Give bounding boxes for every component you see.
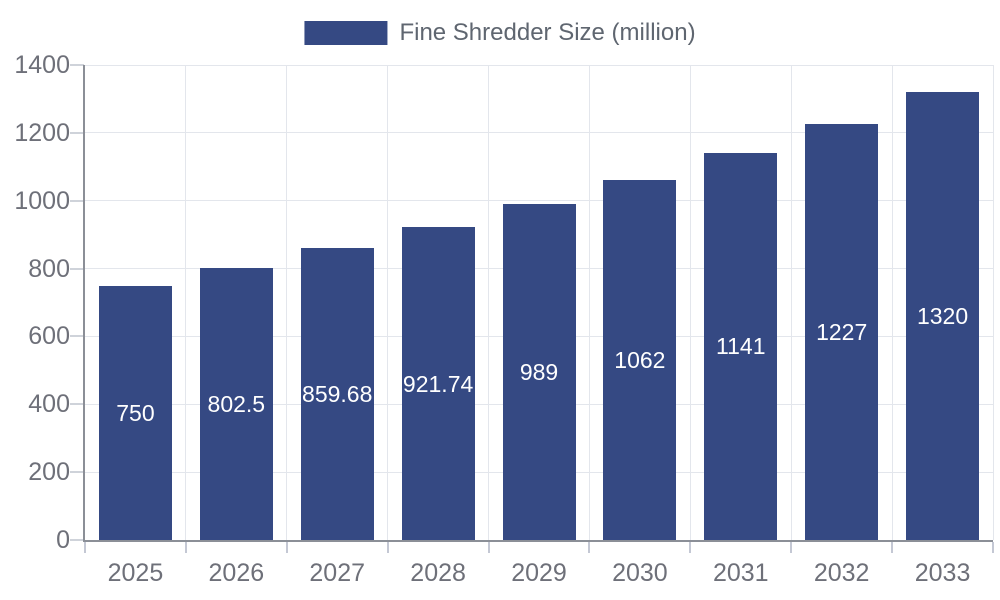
x-axis-tick bbox=[689, 542, 692, 553]
bar-2030[interactable] bbox=[603, 179, 677, 540]
gridline bbox=[85, 132, 993, 134]
bar-value-label: 921.74 bbox=[402, 370, 474, 397]
x-axis-tick bbox=[891, 542, 894, 553]
x-axis-tick-label: 2031 bbox=[712, 559, 769, 587]
bar-2025[interactable] bbox=[98, 285, 172, 540]
gridline bbox=[588, 65, 590, 540]
y-axis-tick bbox=[70, 64, 84, 66]
gridline bbox=[185, 65, 187, 540]
y-axis-tick-label: 1200 bbox=[14, 118, 70, 147]
bar-2032[interactable] bbox=[805, 123, 879, 540]
x-axis-tick bbox=[386, 542, 389, 553]
bar-value-label: 859.68 bbox=[302, 381, 373, 408]
bar-value-label: 1320 bbox=[916, 303, 969, 330]
bar-2029[interactable] bbox=[502, 204, 576, 540]
bar-value-label: 1141 bbox=[716, 333, 766, 360]
gridline bbox=[891, 65, 893, 540]
x-axis-tick-label: 2027 bbox=[309, 559, 366, 587]
x-axis-tick bbox=[285, 542, 288, 553]
legend-swatch-icon bbox=[304, 21, 388, 45]
x-axis-tick-label: 2029 bbox=[511, 559, 567, 587]
gridline bbox=[790, 65, 792, 540]
bar-value-label: 1062 bbox=[614, 346, 666, 373]
bar-2033[interactable] bbox=[906, 92, 980, 540]
gridline bbox=[85, 64, 993, 66]
bar-2027[interactable] bbox=[300, 248, 374, 540]
y-axis-tick-label: 0 bbox=[56, 526, 70, 554]
x-axis-tick bbox=[992, 542, 994, 553]
legend[interactable]: Fine Shredder Size (million) bbox=[304, 19, 696, 46]
bar-value-label: 1227 bbox=[816, 318, 868, 345]
y-axis-tick bbox=[70, 131, 84, 134]
x-axis-tick-label: 2028 bbox=[410, 559, 466, 587]
y-axis-tick-label: 800 bbox=[28, 254, 70, 283]
y-axis-tick-label: 400 bbox=[28, 390, 70, 419]
x-axis-tick-label: 2033 bbox=[914, 559, 971, 587]
y-axis-tick-label: 1400 bbox=[14, 51, 70, 79]
gridline bbox=[286, 65, 288, 540]
x-axis-tick bbox=[588, 542, 591, 553]
gridline bbox=[387, 65, 389, 540]
y-axis-tick bbox=[70, 403, 84, 406]
bar-2028[interactable] bbox=[401, 227, 475, 540]
y-axis-tick bbox=[70, 267, 84, 270]
gridline bbox=[488, 65, 490, 540]
x-axis-tick bbox=[790, 542, 793, 553]
bar-2031[interactable] bbox=[704, 152, 778, 540]
bar-value-label: 750 bbox=[116, 399, 155, 426]
gridline bbox=[85, 200, 993, 202]
y-axis-line bbox=[83, 65, 85, 540]
x-axis-tick-label: 2032 bbox=[813, 559, 870, 587]
y-axis-tick-label: 1000 bbox=[14, 186, 70, 215]
x-axis-tick-label: 2030 bbox=[612, 559, 668, 587]
x-axis-line bbox=[83, 540, 993, 542]
y-axis-tick-label: 200 bbox=[28, 458, 70, 487]
bar-2026[interactable] bbox=[199, 267, 273, 540]
gridline bbox=[992, 65, 994, 540]
y-axis-tick bbox=[70, 335, 84, 338]
x-axis-tick bbox=[184, 542, 187, 553]
y-axis-tick bbox=[70, 471, 84, 474]
bar-value-label: 989 bbox=[519, 359, 559, 386]
x-axis-tick bbox=[487, 542, 490, 553]
y-axis-tick bbox=[70, 539, 84, 541]
y-axis-tick-label: 600 bbox=[28, 322, 70, 351]
y-axis-tick bbox=[70, 199, 84, 202]
bar-value-label: 802.5 bbox=[207, 390, 266, 417]
legend-label: Fine Shredder Size (million) bbox=[399, 19, 696, 46]
x-axis-tick-label: 2025 bbox=[107, 559, 164, 587]
x-axis-tick-label: 2026 bbox=[208, 559, 265, 587]
x-axis-tick bbox=[84, 542, 86, 553]
gridline bbox=[689, 65, 691, 540]
